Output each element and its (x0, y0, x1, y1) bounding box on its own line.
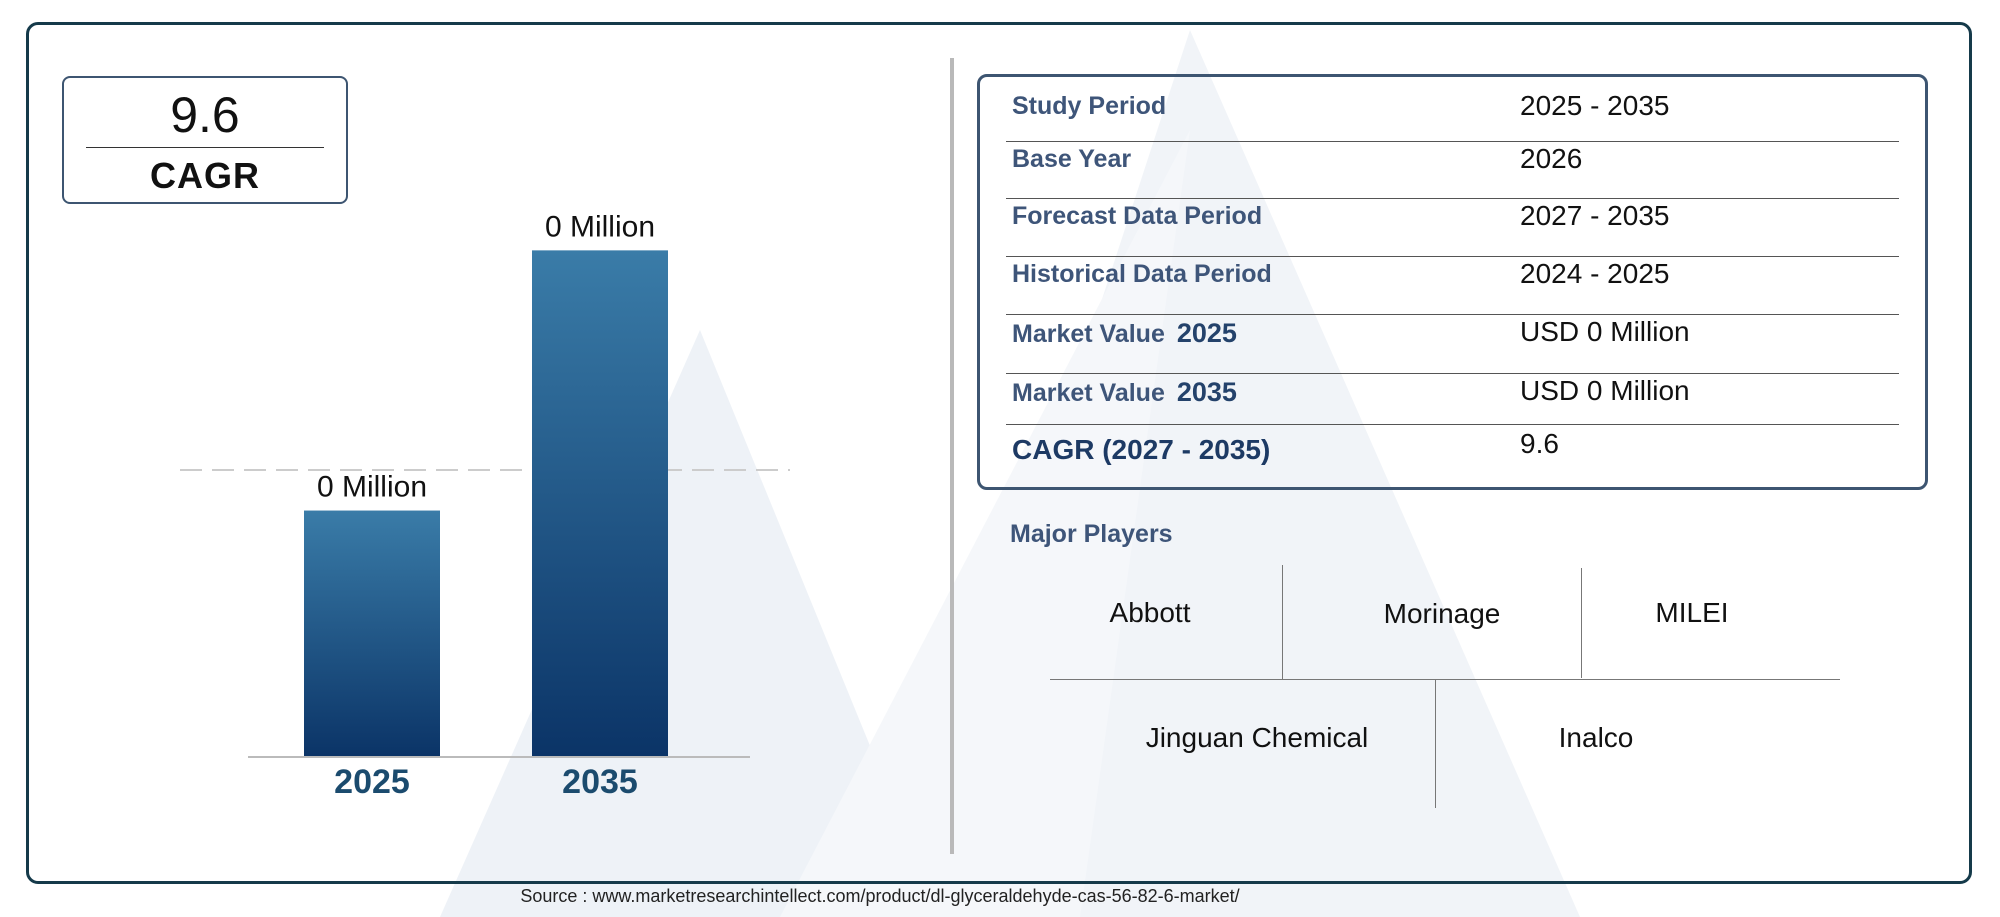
table-row: Market Value 2025 USD 0 Million (1006, 314, 1899, 374)
player-name: Jinguan Chemical (1145, 722, 1369, 753)
table-row: CAGR (2027 - 2035) 9.6 (1006, 424, 1899, 478)
cagr-value: 9.6 (170, 87, 240, 143)
x-tick-2025: 2025 (334, 763, 410, 801)
bar-2035 (532, 250, 668, 756)
table-row: Historical Data Period 2024 - 2025 (1006, 256, 1899, 315)
data-label-2035: 0 Million (545, 210, 655, 243)
table-row-label: Forecast Data Period (1012, 202, 1262, 231)
cagr-divider (86, 147, 324, 148)
table-row-label-text: CAGR (2027 - 2035) (1012, 434, 1271, 465)
table-row-value: 2025 - 2035 (1520, 90, 1670, 121)
source-caption: Source : www.marketresearchintellect.com… (520, 886, 1240, 906)
table-row-label: Market Value 2025 (1012, 318, 1237, 349)
table-row: Base Year 2026 (1006, 141, 1899, 199)
table-row-label: Historical Data Period (1012, 260, 1272, 289)
table-row-label-year: 2035 (1176, 377, 1237, 407)
bar-2025 (304, 510, 440, 756)
player-name: MILEI (1655, 597, 1729, 628)
table-row: Forecast Data Period 2027 - 2035 (1006, 198, 1899, 257)
table-row-value: 9.6 (1520, 428, 1559, 459)
table-row-value: 2024 - 2025 (1520, 258, 1670, 289)
table-row-label-text: Historical Data Period (1012, 260, 1272, 288)
player-name: Inalco (1558, 722, 1634, 753)
players-divider-h (1050, 679, 1840, 680)
x-tick-2035: 2035 (562, 763, 638, 801)
table-row-value: 2026 (1520, 143, 1583, 174)
table-row: Market Value 2035 USD 0 Million (1006, 373, 1899, 425)
table-row-label: Base Year (1012, 145, 1131, 174)
cagr-box: 9.6 CAGR (62, 76, 348, 204)
outer-frame (26, 22, 1972, 884)
players-divider-3 (1435, 680, 1436, 808)
data-label-2025: 0 Million (317, 471, 427, 504)
table-row-value: USD 0 Million (1520, 375, 1690, 406)
table-row-label-text: Market Value (1012, 320, 1165, 348)
player-name: Abbott (1109, 597, 1191, 628)
table-row-label-text: Forecast Data Period (1012, 202, 1263, 230)
table-row-label-text: Study Period (1012, 92, 1167, 120)
table-row: Study Period 2025 - 2035 (1006, 88, 1899, 142)
cagr-label: CAGR (150, 155, 260, 196)
players-divider-1 (1282, 565, 1283, 679)
table-row-label: Study Period (1012, 92, 1166, 121)
player-name: Morinage (1383, 598, 1501, 629)
table-row-label-year: 2025 (1176, 318, 1237, 348)
vertical-divider (950, 58, 954, 854)
major-players-title: Major Players (1010, 520, 1173, 548)
players-divider-2 (1581, 568, 1582, 678)
table-row-label: CAGR (2027 - 2035) (1012, 434, 1270, 466)
table-row-label: Market Value 2035 (1012, 377, 1237, 408)
study-table (977, 74, 1928, 490)
table-row-value: 2027 - 2035 (1520, 200, 1670, 231)
table-row-label-text: Base Year (1012, 145, 1132, 173)
table-row-value: USD 0 Million (1520, 316, 1690, 347)
table-row-label-text: Market Value (1012, 379, 1165, 407)
